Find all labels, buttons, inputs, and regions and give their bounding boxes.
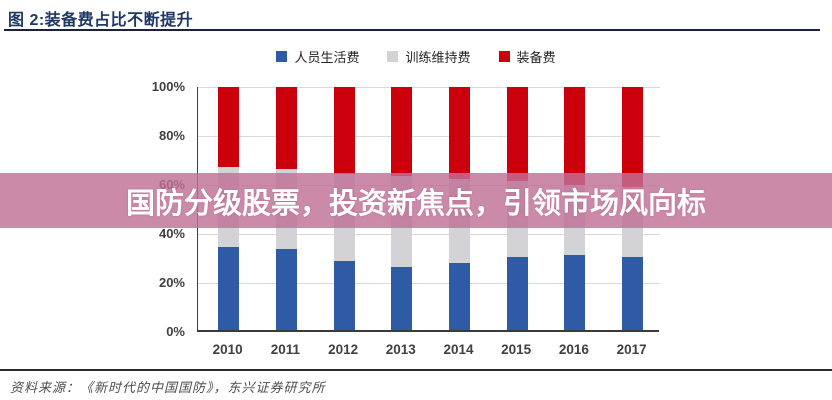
gridline: [198, 135, 660, 137]
bar-segment: [564, 254, 586, 332]
bar-segment: [218, 247, 240, 332]
bar-segment: [333, 87, 355, 174]
bar-segment: [275, 87, 297, 170]
legend-swatch-icon: [498, 51, 510, 62]
legend-swatch-icon: [276, 51, 288, 62]
bar-segment: [391, 267, 413, 332]
gridline: [198, 233, 660, 235]
stacked-bar-2016: [564, 87, 586, 332]
bar-segment: [506, 257, 528, 332]
legend-item: 训练维持费: [387, 47, 471, 66]
x-tick-label: 2012: [328, 342, 359, 357]
y-tick-label: 100%: [151, 79, 185, 94]
legend-item: 人员生活费: [276, 47, 359, 66]
y-tick-label: 40%: [158, 226, 185, 241]
bar-segment: [449, 263, 470, 332]
legend-label: 人员生活费: [294, 50, 360, 65]
gridline: [198, 282, 660, 284]
gridline: [198, 86, 660, 88]
headline-text: 国防分级股票，投资新焦点，引领市场风向标: [125, 187, 706, 220]
source-note: 资料来源：《新时代的中国国防》，东兴证券研究所: [10, 380, 326, 395]
x-tick-label: 2016: [558, 342, 589, 357]
x-tick-label: 2010: [212, 342, 243, 357]
x-axis-line: [197, 330, 659, 332]
bar-segment: [564, 87, 586, 186]
legend-label: 训练维持费: [405, 50, 471, 65]
legend-label: 装备费: [516, 50, 556, 65]
title-divider: [4, 29, 820, 31]
bar-segment: [391, 87, 413, 177]
x-tick-label: 2015: [501, 342, 532, 357]
bar-segment: [218, 87, 240, 167]
legend-item: 装备费: [498, 47, 556, 66]
bar-segment: [449, 87, 470, 179]
figure-title: 图 2:装备费占比不断提升: [8, 12, 194, 29]
legend-swatch-icon: [387, 51, 399, 62]
bar-segment: [506, 87, 528, 182]
source-divider: [0, 369, 832, 371]
bar-segment: [275, 248, 297, 332]
y-tick-label: 80%: [158, 128, 185, 143]
headline-overlay: 国防分级股票，投资新焦点，引领市场风向标: [0, 173, 832, 228]
x-tick-label: 2013: [385, 342, 416, 357]
chart-legend: 人员生活费 训练维持费 装备费: [0, 47, 832, 66]
y-tick-label: 20%: [158, 275, 185, 290]
bar-segment: [333, 260, 355, 332]
x-tick-label: 2011: [270, 342, 301, 357]
x-tick-label: 2017: [616, 342, 647, 357]
bar-segment: [622, 87, 644, 188]
x-tick-label: 2014: [443, 342, 474, 357]
y-tick-label: 0%: [166, 324, 185, 339]
bar-segment: [622, 257, 644, 332]
